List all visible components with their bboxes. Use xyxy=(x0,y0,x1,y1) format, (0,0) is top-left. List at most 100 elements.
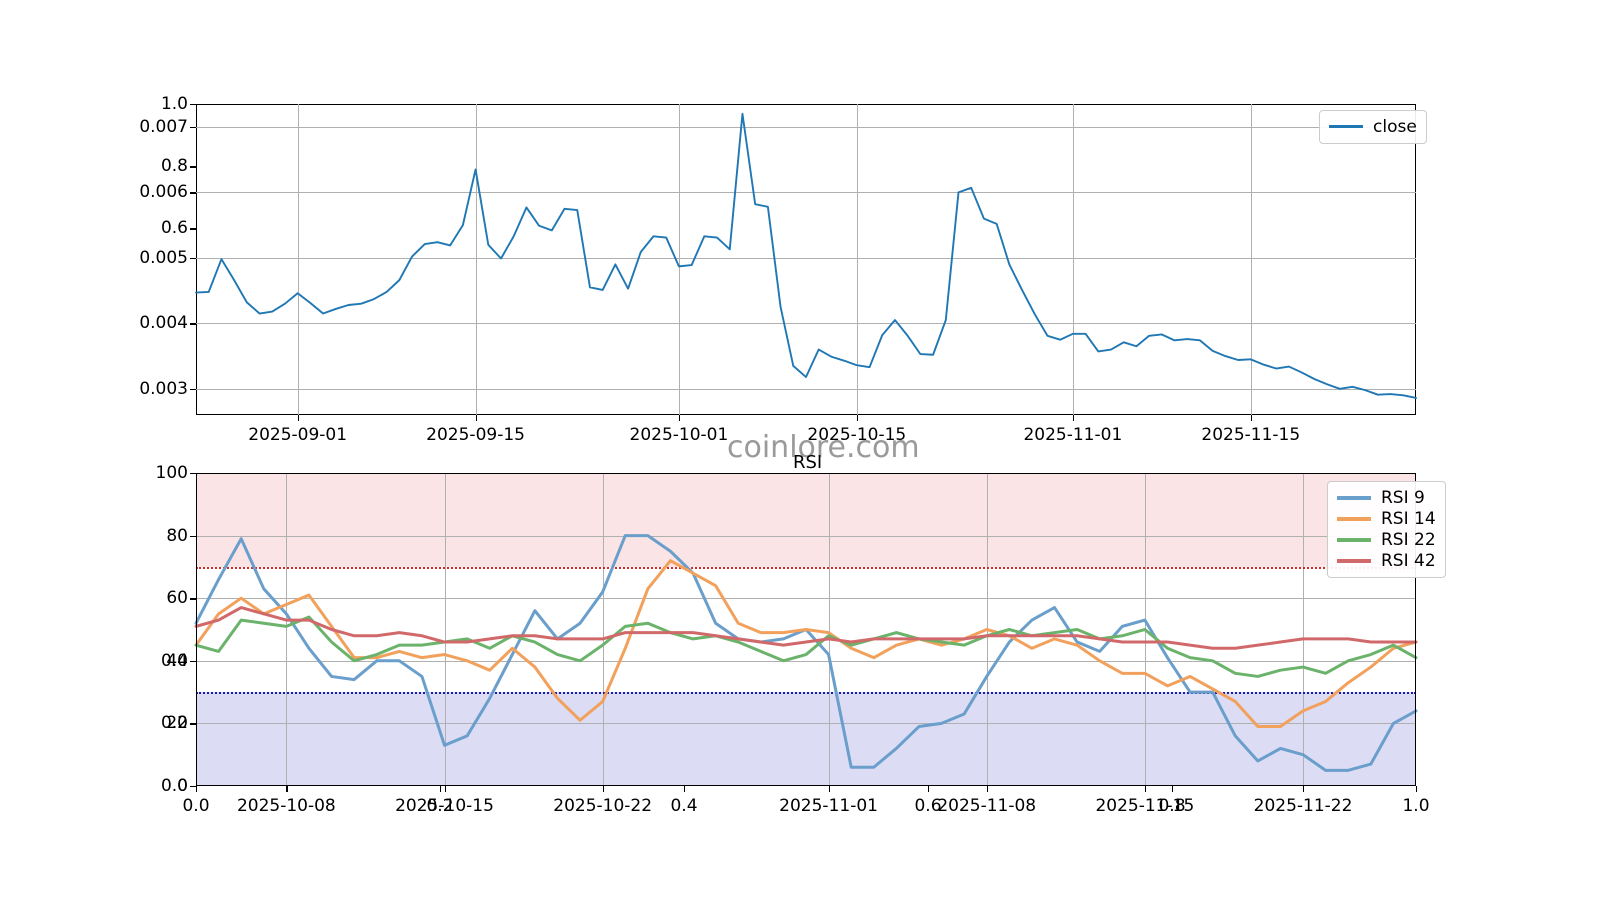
price-chart-legend[interactable]: close xyxy=(1319,110,1427,144)
rsi-y-overlay-ticklabel: 0.4 xyxy=(160,650,188,671)
legend-color-swatch xyxy=(1337,516,1371,521)
price-y-overlay-tickmark xyxy=(190,166,196,168)
rsi-y-overlay-tickmark xyxy=(190,723,196,725)
rsi-gridline-h xyxy=(196,660,1416,662)
legend-item-label: RSI 42 xyxy=(1381,550,1436,571)
price-y-tickmark xyxy=(190,323,196,325)
price-gridline-v xyxy=(475,104,477,415)
legend-item-label: RSI 9 xyxy=(1381,487,1425,508)
rsi-gridline-v xyxy=(828,473,830,786)
legend-item-label: RSI 14 xyxy=(1381,508,1436,529)
price-y-tickmark xyxy=(190,388,196,391)
rsi-y-ticklabel: 100 xyxy=(155,463,188,483)
price-x-tickmark xyxy=(678,415,681,421)
rsi-x-overlay-ticklabel: 1.0 xyxy=(1402,796,1430,816)
rsi-x-overlay-tickmark xyxy=(440,786,442,792)
rsi-gridline-h xyxy=(196,598,1416,600)
price-y-tickmark xyxy=(190,126,196,129)
price-y-ticklabel: 0.006 xyxy=(139,182,188,203)
legend-item-label: RSI 22 xyxy=(1381,529,1436,550)
rsi-x-ticklabel: 2025-10-15 xyxy=(395,796,494,816)
legend-item[interactable]: RSI 22 xyxy=(1337,529,1436,550)
rsi-x-tickmark xyxy=(1303,786,1305,792)
price-x-tickmark xyxy=(1250,415,1253,421)
price-line-series xyxy=(195,112,1417,399)
rsi-x-tickmark xyxy=(828,786,830,792)
legend-item[interactable]: RSI 14 xyxy=(1337,508,1436,529)
rsi-series-line xyxy=(194,606,1418,650)
price-gridline-v xyxy=(856,104,858,415)
price-gridline-h xyxy=(196,126,1416,128)
rsi-x-overlay-tickmark xyxy=(1416,786,1418,792)
price-x-ticklabel: 2025-11-15 xyxy=(1201,425,1301,445)
price-y-ticklabel: 0.007 xyxy=(139,116,188,137)
rsi-x-overlay-ticklabel: 0.2 xyxy=(426,796,454,816)
rsi-x-ticklabel: 2025-10-22 xyxy=(553,796,653,816)
legend-item[interactable]: close xyxy=(1329,116,1417,137)
rsi-x-ticklabel: 2025-10-08 xyxy=(236,796,336,816)
price-gridline-v xyxy=(297,104,299,415)
rsi-gridline-v xyxy=(286,473,288,786)
rsi-x-overlay-ticklabel: 0.0 xyxy=(182,796,210,816)
rsi-x-overlay-tickmark xyxy=(1172,786,1174,792)
rsi-y-ticklabel: 40 xyxy=(166,650,188,671)
price-x-ticklabel: 2025-10-15 xyxy=(807,425,907,445)
rsi-gridline-v xyxy=(602,473,604,786)
price-y-ticklabel: 0.004 xyxy=(139,313,188,334)
legend-item[interactable]: RSI 9 xyxy=(1337,487,1436,508)
rsi-y-ticklabel: 20 xyxy=(166,713,188,734)
rsi-series-line xyxy=(194,615,1418,678)
rsi-x-overlay-tickmark xyxy=(928,786,930,792)
rsi-x-overlay-tickmark xyxy=(684,786,686,792)
price-gridline-h xyxy=(196,323,1416,325)
legend-color-swatch xyxy=(1337,558,1371,563)
legend-item[interactable]: RSI 42 xyxy=(1337,550,1436,571)
rsi-panel-title: RSI xyxy=(793,452,823,473)
rsi-x-ticklabel: 2025-11-15 xyxy=(1095,796,1195,816)
rsi-x-tickmark xyxy=(1144,786,1147,792)
rsi-y-overlay-tickmark xyxy=(190,786,196,788)
rsi-x-overlay-ticklabel: 0.4 xyxy=(670,796,698,816)
rsi-y-tickmark xyxy=(190,535,196,537)
rsi-y-overlay-ticklabel: 0.0 xyxy=(160,776,188,796)
rsi-y-ticklabel: 0 xyxy=(177,776,188,796)
rsi-x-tickmark xyxy=(986,786,989,792)
price-chart-panel xyxy=(190,104,1417,421)
rsi-gridline-v xyxy=(444,473,446,786)
rsi-chart-legend[interactable]: RSI 9 RSI 14 RSI 22 RSI 42 xyxy=(1327,481,1446,578)
rsi-series-line xyxy=(194,559,1418,729)
price-gridline-v xyxy=(1072,104,1074,415)
oversold-threshold-line xyxy=(196,692,1416,695)
price-x-tickmark xyxy=(475,415,477,421)
price-x-tickmark xyxy=(297,415,300,421)
price-gridline-v xyxy=(678,104,680,415)
rsi-y-overlay-ticklabel: 0.2 xyxy=(160,713,188,734)
rsi-gridline-h xyxy=(196,535,1416,537)
oversold-band xyxy=(196,692,1416,786)
overbought-band xyxy=(196,473,1416,567)
rsi-x-ticklabel: 2025-11-22 xyxy=(1253,796,1353,816)
rsi-chart-panel xyxy=(190,473,1418,792)
price-x-tickmark xyxy=(1072,415,1075,421)
overbought-threshold-line xyxy=(196,566,1416,569)
watermark-coinlore: coinlore.com xyxy=(727,430,920,465)
rsi-y-tickmark xyxy=(190,473,196,475)
price-x-tickmark xyxy=(856,415,859,421)
rsi-line-series xyxy=(194,534,1418,772)
rsi-x-overlay-ticklabel: 0.6 xyxy=(914,796,942,816)
price-y-overlay-ticklabel: 0.6 xyxy=(160,218,188,239)
price-y-overlay-ticklabel: 0.8 xyxy=(160,156,188,177)
price-x-ticklabel: 2025-11-01 xyxy=(1023,425,1123,445)
rsi-y-overlay-tickmark xyxy=(190,660,196,663)
price-gridline-h xyxy=(196,257,1416,259)
price-y-tickmark xyxy=(190,192,196,194)
price-y-tickmark xyxy=(190,257,196,260)
price-y-overlay-tickmark xyxy=(190,104,196,106)
price-y-ticklabel: 0.003 xyxy=(139,378,188,399)
legend-color-swatch xyxy=(1337,537,1371,542)
price-x-ticklabel: 2025-09-01 xyxy=(248,425,348,445)
price-series-line xyxy=(195,112,1417,399)
rsi-y-tickmark xyxy=(190,598,196,600)
legend-color-swatch xyxy=(1337,495,1371,500)
